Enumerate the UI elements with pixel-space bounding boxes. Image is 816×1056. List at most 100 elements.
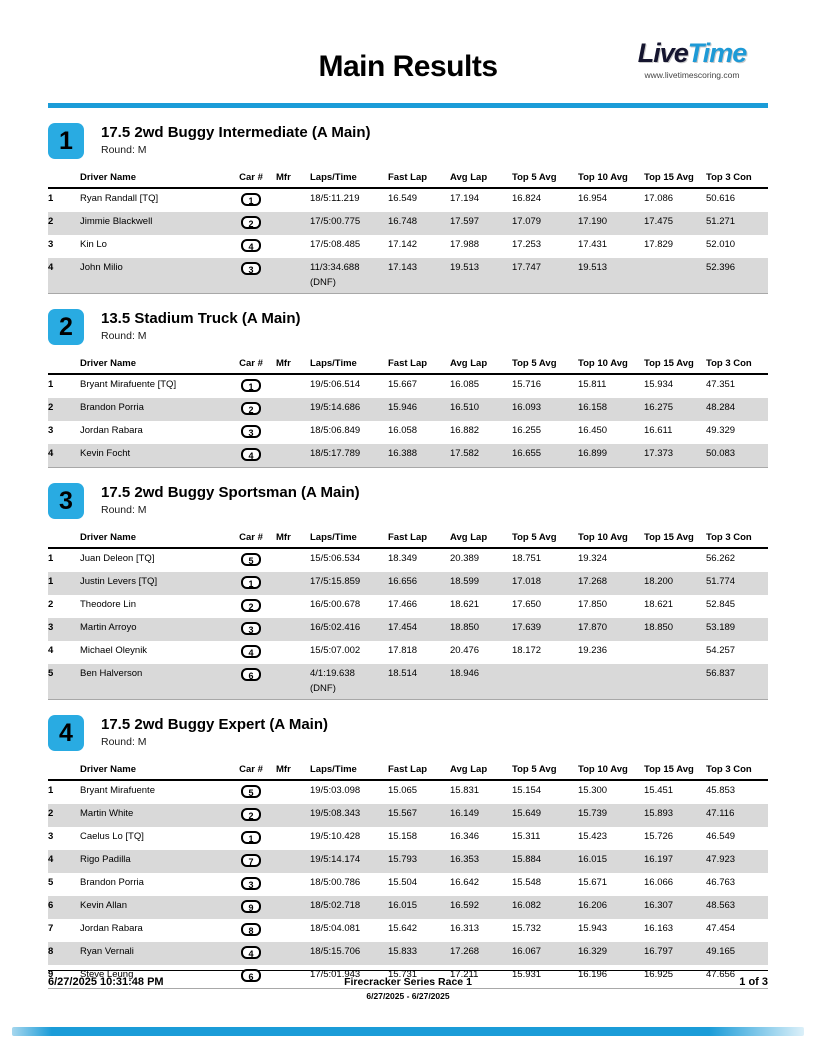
cell-top10 bbox=[578, 664, 644, 700]
cell-mfr bbox=[276, 235, 310, 258]
car-number-badge: 4 bbox=[241, 448, 261, 461]
laps-time-value: 18/5:02.718 bbox=[310, 900, 361, 911]
cell-top5: 18.172 bbox=[512, 645, 542, 656]
laps-time-value: 19/5:14.174 bbox=[310, 854, 361, 865]
footer-timestamp: 6/27/2025 10:31:48 PM bbox=[48, 976, 164, 988]
column-header-car: Car # bbox=[228, 168, 276, 189]
table-body: 1 Bryant Mirafuente [TQ] 1 19/5:06.514 15.66… bbox=[48, 374, 768, 468]
section-number-badge: 1 bbox=[48, 123, 84, 159]
footer-event-block: Firecracker Series Race 1 6/27/2025 - 6/… bbox=[48, 976, 768, 1001]
cell-laps-time: 4/1:19.638 (DNF) bbox=[310, 664, 388, 700]
dnf-label: (DNF) bbox=[310, 277, 336, 288]
logo-live-text: Live bbox=[637, 38, 689, 68]
cell-avg: 17.582 bbox=[450, 444, 512, 468]
cell-avg: 17.268 bbox=[450, 946, 480, 957]
table-row: 3 Jordan Rabara 3 18/5:06.849 16.058 16.882 16… bbox=[48, 421, 768, 444]
car-number-badge: 9 bbox=[241, 900, 261, 913]
cell-top10: 16.450 bbox=[578, 425, 608, 436]
table-head: Driver Name Car # Mfr Laps/Time Fast Lap Avg … bbox=[48, 354, 768, 375]
cell-driver-name: Ryan Randall [TQ] bbox=[80, 193, 159, 204]
cell-fast: 16.388 bbox=[388, 444, 450, 468]
cell-mfr bbox=[276, 212, 310, 235]
section-title: 13.5 Stadium Truck (A Main) bbox=[101, 310, 301, 327]
column-header-top5: Top 5 Avg bbox=[512, 760, 578, 781]
cell-position: 5 bbox=[48, 877, 54, 888]
cell-driver-name: Brandon Porria bbox=[80, 877, 144, 888]
cell-driver-name: Jimmie Blackwell bbox=[80, 216, 153, 227]
cell-top5: 17.079 bbox=[512, 216, 542, 227]
cell-top3: 47.923 bbox=[706, 854, 736, 865]
cell-mfr bbox=[276, 942, 310, 965]
cell-top3: 56.837 bbox=[706, 664, 768, 700]
race-section: 1 17.5 2wd Buggy Intermediate (A Main) Rou… bbox=[48, 123, 768, 294]
cell-laps-time: 18/5:17.789 bbox=[310, 444, 388, 468]
livetime-logo-text: LiveTime bbox=[637, 38, 748, 68]
table-body: 1 Juan Deleon [TQ] 5 15/5:06.534 18.349 20.38… bbox=[48, 548, 768, 700]
cell-avg: 16.882 bbox=[450, 425, 480, 436]
table-body: 1 Bryant Mirafuente 5 19/5:03.098 15.065 15.8… bbox=[48, 780, 768, 989]
cell-position: 6 bbox=[48, 900, 54, 911]
column-header-laps: Laps/Time bbox=[310, 760, 388, 781]
cell-top3: 47.116 bbox=[706, 808, 735, 819]
section-title: 17.5 2wd Buggy Expert (A Main) bbox=[101, 716, 328, 733]
cell-fast: 15.946 bbox=[388, 402, 418, 413]
cell-driver-name: Bryant Mirafuente [TQ] bbox=[80, 379, 177, 390]
cell-top3: 51.774 bbox=[706, 576, 736, 587]
laps-time-value: 18/5:04.081 bbox=[310, 923, 361, 934]
cell-avg: 18.621 bbox=[450, 599, 480, 610]
cell-top15: 16.307 bbox=[644, 900, 674, 911]
laps-time-value: 17/5:08.485 bbox=[310, 239, 361, 250]
cell-top5: 15.649 bbox=[512, 808, 542, 819]
car-number-badge: 3 bbox=[241, 877, 261, 890]
cell-top15: 18.200 bbox=[644, 576, 674, 587]
cell-laps-time: 18/5:04.081 bbox=[310, 919, 388, 942]
header-row: Driver Name Car # Mfr Laps/Time Fast Lap Avg … bbox=[48, 760, 768, 781]
column-header-top5: Top 5 Avg bbox=[512, 528, 578, 549]
cell-top10: 15.739 bbox=[578, 808, 608, 819]
cell-car-number: 3 bbox=[228, 873, 276, 896]
section-header: 1 17.5 2wd Buggy Intermediate (A Main) Rou… bbox=[48, 123, 768, 159]
cell-mfr bbox=[276, 548, 310, 572]
column-header-driver: Driver Name bbox=[80, 760, 228, 781]
car-number-badge: 2 bbox=[241, 808, 261, 821]
section-number-badge: 2 bbox=[48, 309, 84, 345]
footer-event-name: Firecracker Series Race 1 bbox=[344, 976, 472, 988]
column-header-top5: Top 5 Avg bbox=[512, 354, 578, 375]
cell-top3: 49.165 bbox=[706, 946, 736, 957]
cell-top5: 15.732 bbox=[512, 923, 542, 934]
cell-top10: 16.329 bbox=[578, 946, 608, 957]
cell-top10: 17.190 bbox=[578, 216, 608, 227]
laps-time-value: 19/5:14.686 bbox=[310, 402, 361, 413]
cell-car-number: 5 bbox=[228, 780, 276, 804]
cell-position: 3 bbox=[48, 831, 54, 842]
cell-fast: 16.549 bbox=[388, 193, 418, 204]
cell-avg: 16.642 bbox=[450, 877, 480, 888]
cell-car-number: 1 bbox=[228, 188, 276, 212]
cell-laps-time: 18/5:11.219 bbox=[310, 188, 388, 212]
cell-top5: 15.884 bbox=[512, 854, 542, 865]
column-header-car: Car # bbox=[228, 528, 276, 549]
cell-position: 1 bbox=[48, 193, 54, 204]
cell-top10: 17.850 bbox=[578, 599, 608, 610]
cell-mfr bbox=[276, 572, 310, 595]
cell-avg: 20.476 bbox=[450, 645, 480, 656]
cell-mfr bbox=[276, 444, 310, 468]
column-header-driver: Driver Name bbox=[80, 528, 228, 549]
cell-top15: 18.621 bbox=[644, 599, 674, 610]
cell-driver-name: Ben Halverson bbox=[80, 664, 228, 700]
cell-position: 2 bbox=[48, 216, 54, 227]
cell-fast: 15.504 bbox=[388, 877, 418, 888]
cell-top15: 16.163 bbox=[644, 923, 674, 934]
footer-event-dates: 6/27/2025 - 6/27/2025 bbox=[366, 991, 450, 1001]
column-header-fast: Fast Lap bbox=[388, 354, 450, 375]
cell-top3: 53.189 bbox=[706, 622, 736, 633]
cell-top3: 47.454 bbox=[706, 923, 736, 934]
cell-top5: 15.716 bbox=[512, 379, 542, 390]
cell-fast: 15.567 bbox=[388, 808, 418, 819]
car-number-badge: 2 bbox=[241, 599, 261, 612]
cell-top5: 16.067 bbox=[512, 946, 542, 957]
cell-avg: 16.346 bbox=[450, 831, 480, 842]
cell-driver-name: Michael Oleynik bbox=[80, 645, 148, 656]
car-number-badge: 1 bbox=[241, 576, 261, 589]
section-header: 2 13.5 Stadium Truck (A Main) Round: M bbox=[48, 309, 768, 345]
